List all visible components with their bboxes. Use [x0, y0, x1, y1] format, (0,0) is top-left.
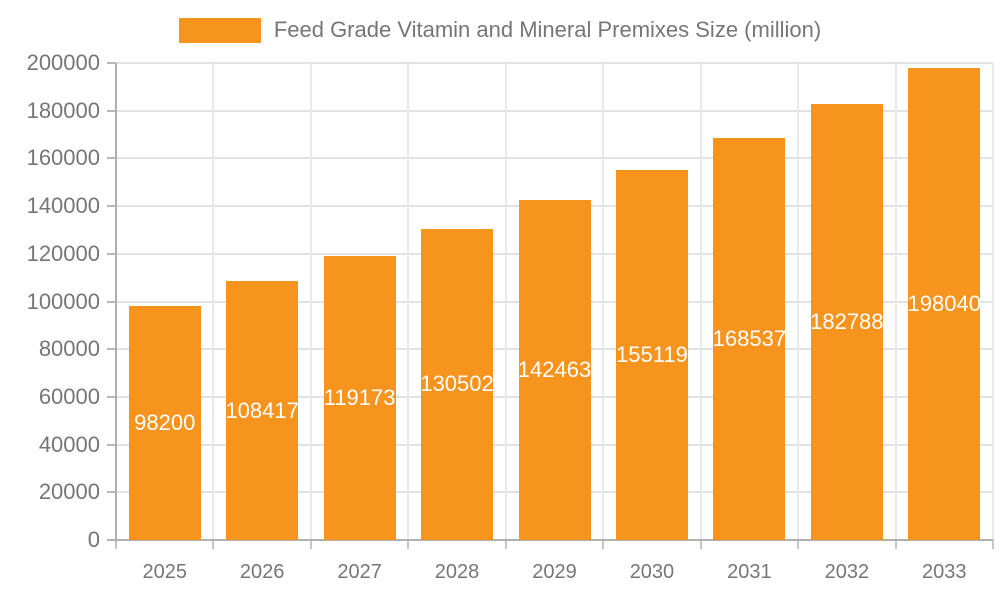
x-axis-tick [407, 540, 410, 549]
y-axis-label: 0 [87, 527, 100, 552]
y-axis-label: 200000 [26, 50, 100, 75]
x-axis-label: 2027 [337, 561, 382, 583]
v-gridline [992, 63, 994, 540]
x-axis-tick [699, 540, 702, 549]
x-axis-line [107, 539, 993, 541]
bar-value-label: 108417 [225, 397, 299, 423]
h-gridline [116, 109, 993, 112]
x-axis-tick [309, 540, 312, 549]
y-axis-tick [107, 443, 116, 446]
bar-value-label: 155119 [616, 342, 688, 368]
y-axis-label: 80000 [38, 336, 100, 362]
bar-2028[interactable] [421, 228, 494, 540]
h-gridline [116, 157, 993, 160]
bar-value-label: 168537 [712, 326, 787, 352]
x-axis-tick [602, 540, 605, 549]
bar-value-label: 119173 [323, 384, 396, 410]
y-axis-tick [107, 62, 116, 64]
x-axis-label: 2033 [922, 561, 967, 583]
x-axis-label: 2031 [727, 561, 772, 583]
x-axis-tick [212, 540, 215, 549]
v-gridline [407, 63, 410, 540]
x-axis-label: 2032 [824, 561, 870, 583]
x-axis-label: 2028 [434, 561, 480, 583]
y-axis-label: 20000 [38, 479, 100, 505]
y-axis-tick [107, 300, 116, 303]
legend-label: Feed Grade Vitamin and Mineral Premixes … [273, 17, 822, 42]
bar-value-label: 98200 [134, 409, 196, 435]
y-axis-label: 160000 [26, 145, 100, 171]
bar-2032[interactable] [810, 104, 883, 540]
y-axis-tick [107, 157, 116, 160]
v-gridline [602, 63, 605, 540]
y-axis-tick [107, 252, 116, 255]
x-axis-label: 2030 [629, 561, 675, 583]
bar-value-label: 142463 [517, 357, 592, 383]
y-axis-label: 140000 [26, 193, 100, 219]
legend-swatch-icon [178, 17, 261, 43]
v-gridline [699, 63, 702, 540]
bar-value-label: 198040 [907, 290, 981, 316]
v-gridline [504, 63, 507, 540]
y-axis-label: 100000 [26, 288, 100, 314]
bar-2027[interactable] [323, 255, 396, 540]
x-axis-tick [115, 540, 117, 549]
x-axis-tick [504, 540, 507, 549]
bar-2031[interactable] [713, 138, 786, 540]
y-axis-tick [107, 491, 116, 494]
y-axis-tick [107, 348, 116, 351]
y-axis-tick [107, 205, 116, 208]
v-gridline [797, 63, 800, 540]
legend-item[interactable]: Feed Grade Vitamin and Mineral Premixes … [0, 17, 1000, 43]
bar-value-label: 182788 [810, 309, 884, 335]
bar-2033[interactable] [908, 67, 981, 540]
y-axis-tick [107, 395, 116, 398]
y-axis-tick [107, 109, 116, 112]
x-axis-tick [992, 540, 994, 549]
v-gridline [212, 63, 215, 540]
bar-2026[interactable] [226, 281, 299, 540]
y-axis-label: 120000 [26, 240, 100, 266]
x-axis-tick [797, 540, 800, 549]
bar-2029[interactable] [518, 200, 591, 540]
bar-2025[interactable] [128, 305, 201, 540]
y-axis-line [115, 63, 117, 542]
x-axis-label: 2025 [142, 561, 187, 583]
x-axis-label: 2026 [239, 561, 285, 583]
x-axis-tick [894, 540, 897, 549]
x-axis-label: 2029 [532, 561, 577, 583]
v-gridline [309, 63, 312, 540]
bar-value-label: 130502 [420, 371, 494, 397]
v-gridline [894, 63, 897, 540]
h-gridline [116, 62, 993, 64]
bar-2030[interactable] [615, 170, 688, 540]
y-axis-label: 40000 [38, 431, 100, 457]
y-axis-label: 180000 [26, 97, 100, 123]
y-axis-label: 60000 [38, 383, 100, 409]
